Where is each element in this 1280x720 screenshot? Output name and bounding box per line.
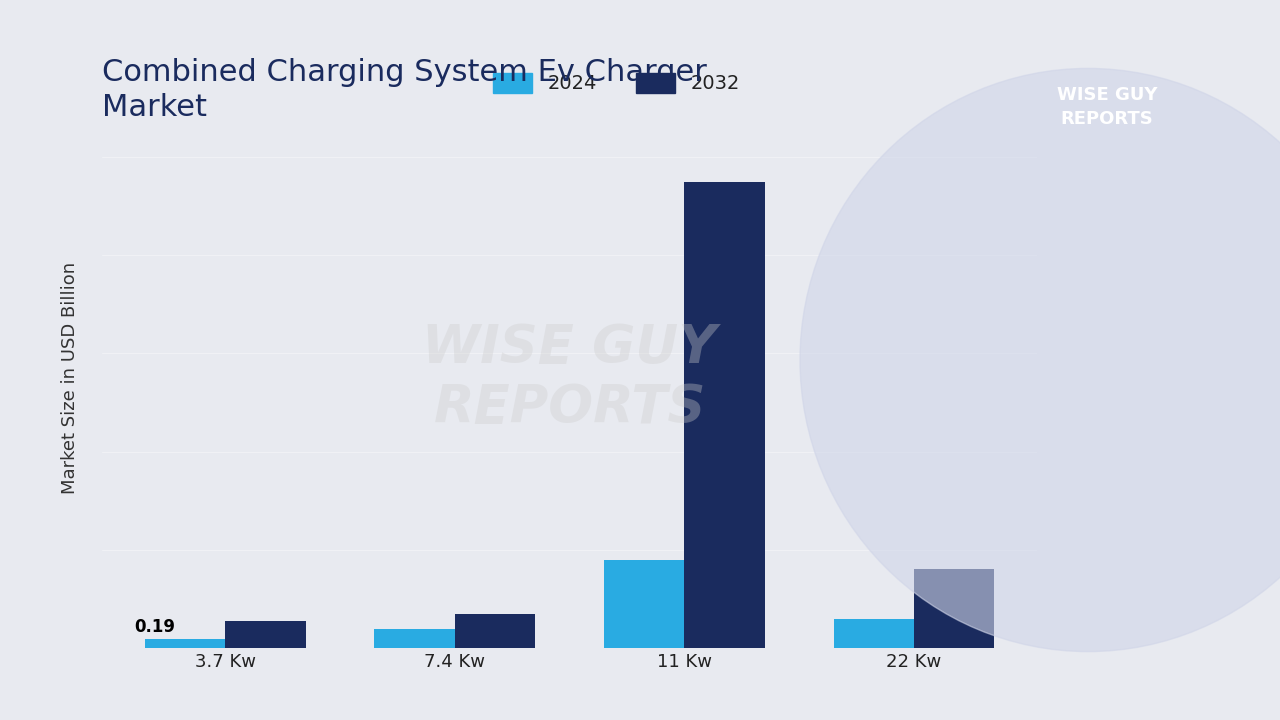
Text: WISE GUY
REPORTS: WISE GUY REPORTS (422, 322, 717, 434)
Bar (914, 570, 995, 648)
Y-axis label: Market Size in USD Billion: Market Size in USD Billion (60, 262, 79, 494)
Bar (604, 559, 685, 648)
Bar (454, 613, 535, 648)
Bar (145, 639, 225, 648)
Bar (375, 629, 454, 648)
Bar (225, 621, 306, 648)
Text: 0.19: 0.19 (134, 618, 175, 636)
Text: WISE GUY
REPORTS: WISE GUY REPORTS (1057, 86, 1157, 128)
Bar (685, 181, 764, 648)
Legend: 2024, 2032: 2024, 2032 (485, 65, 748, 101)
Circle shape (800, 68, 1280, 652)
Bar (833, 618, 914, 648)
Text: Combined Charging System Ev Charger
Market: Combined Charging System Ev Charger Mark… (102, 58, 708, 122)
